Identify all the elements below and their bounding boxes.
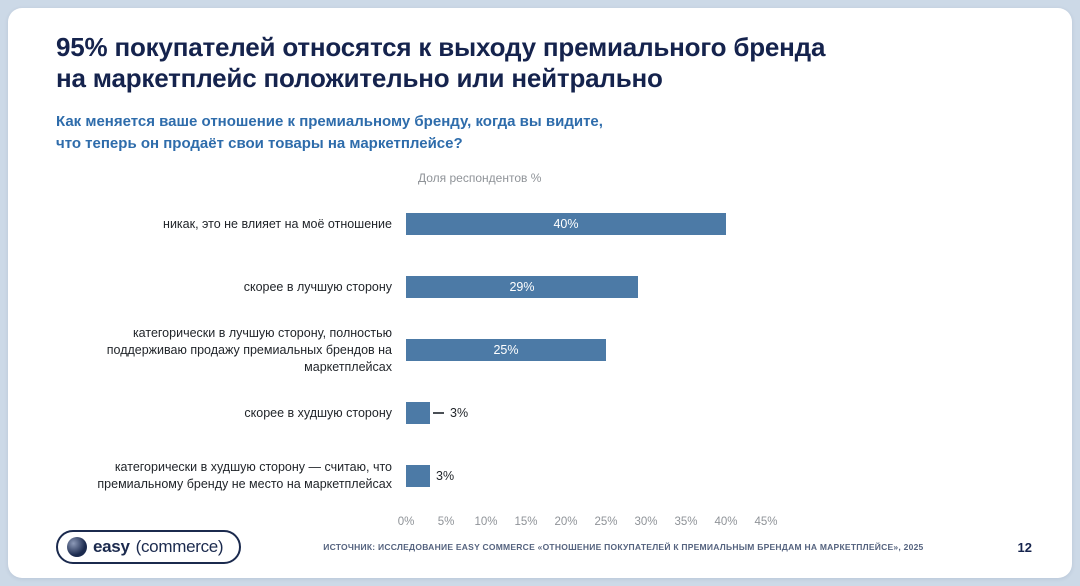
bar: 40% — [406, 213, 726, 236]
category-label: скорее в лучшую сторону — [243, 279, 392, 294]
bar: 29% — [406, 276, 638, 299]
x-tick-label: 25% — [594, 515, 618, 528]
x-tick-label: 40% — [714, 515, 738, 528]
slide-card: 95% покупателей относятся к выходу преми… — [8, 8, 1072, 578]
bar-value-label: 29% — [509, 280, 535, 295]
chart-row: категорически в лучшую сторону, полность… — [56, 319, 1072, 382]
x-tick-label: 0% — [397, 515, 415, 528]
bar-value-label: 3% — [450, 406, 469, 421]
chart-row: скорее в лучшую сторону 29% — [56, 256, 1072, 319]
source-note: ИСТОЧНИК: ИССЛЕДОВАНИЕ EASY COMMERCE «ОТ… — [323, 542, 924, 552]
category-label: категорически в лучшую сторону, полность… — [106, 326, 392, 374]
x-tick-label: 35% — [674, 515, 698, 528]
bar-value-label: 3% — [436, 469, 455, 484]
bar-track: 29% — [406, 276, 826, 299]
x-axis: 0% 5% 10% 15% 20% 25% 30% 35% 40% 45% — [398, 515, 786, 536]
bar: 25% — [406, 339, 606, 362]
bar-value-label: 25% — [493, 343, 519, 358]
x-tick-label: 5% — [437, 515, 455, 528]
x-tick-label: 10% — [474, 515, 498, 528]
page-number: 12 — [1017, 539, 1032, 555]
logo-word-easy: easy — [93, 537, 130, 556]
bar-value-label: 40% — [553, 217, 579, 232]
x-tick-label: 45% — [754, 515, 778, 528]
bar-track: 40% — [406, 213, 826, 236]
x-tick-label: 20% — [554, 515, 578, 528]
bar-track: 3% — [406, 465, 826, 488]
survey-question: Как меняется ваше отношение к премиально… — [56, 113, 603, 153]
chart-row: никак, это не влияет на моё отношение 40% — [56, 193, 1072, 256]
x-tick-label: 30% — [634, 515, 658, 528]
category-label: никак, это не влияет на моё отношение — [163, 216, 392, 231]
chart-rows: никак, это не влияет на моё отношение 40%… — [56, 193, 1072, 508]
value-axis-title: Доля респондентов % — [418, 170, 542, 185]
bar — [406, 465, 430, 488]
bar — [406, 402, 430, 425]
slide-footer: easy (commerce) ИСТОЧНИК: ИССЛЕДОВАНИЕ E… — [56, 530, 1032, 564]
slide-title: 95% покупателей относятся к выходу преми… — [56, 32, 826, 93]
chart-row: категорически в худшую сторону — считаю,… — [56, 445, 1072, 508]
chart-row: скорее в худшую сторону 3% — [56, 382, 1072, 445]
logo-word-commerce: (commerce) — [135, 537, 224, 556]
bar-track: 25% — [406, 339, 826, 362]
easy-commerce-logo: easy (commerce) — [56, 530, 242, 564]
x-tick-label: 15% — [514, 515, 538, 528]
bar-track: 3% — [406, 402, 826, 425]
category-label: скорее в худшую сторону — [244, 405, 392, 420]
easy-commerce-moon-icon — [67, 537, 87, 557]
category-label: категорически в худшую сторону — считаю,… — [97, 460, 392, 492]
label-connector-line — [433, 412, 444, 415]
bar-chart: Доля респондентов % никак, это не влияет… — [56, 171, 1072, 536]
